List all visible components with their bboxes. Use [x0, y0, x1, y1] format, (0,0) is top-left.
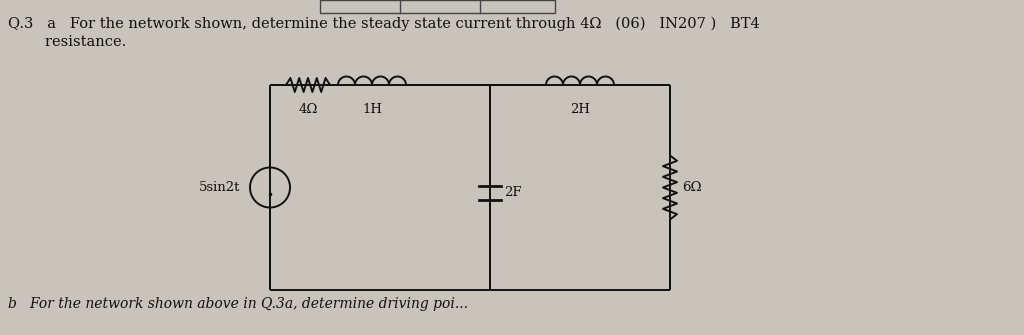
- Text: 1H: 1H: [362, 103, 382, 116]
- Text: 4Ω: 4Ω: [298, 103, 317, 116]
- Text: 5sin2t: 5sin2t: [199, 181, 240, 194]
- Text: b   For the network shown above in Q.3a, determine driving poi...: b For the network shown above in Q.3a, d…: [8, 297, 468, 311]
- Bar: [319, 0, 555, 13]
- Text: resistance.: resistance.: [8, 35, 126, 49]
- Text: 6Ω: 6Ω: [682, 181, 701, 194]
- Text: 2H: 2H: [570, 103, 590, 116]
- Text: 2F: 2F: [504, 186, 521, 199]
- Text: Q.3   a   For the network shown, determine the steady state current through 4Ω  : Q.3 a For the network shown, determine t…: [8, 17, 760, 31]
